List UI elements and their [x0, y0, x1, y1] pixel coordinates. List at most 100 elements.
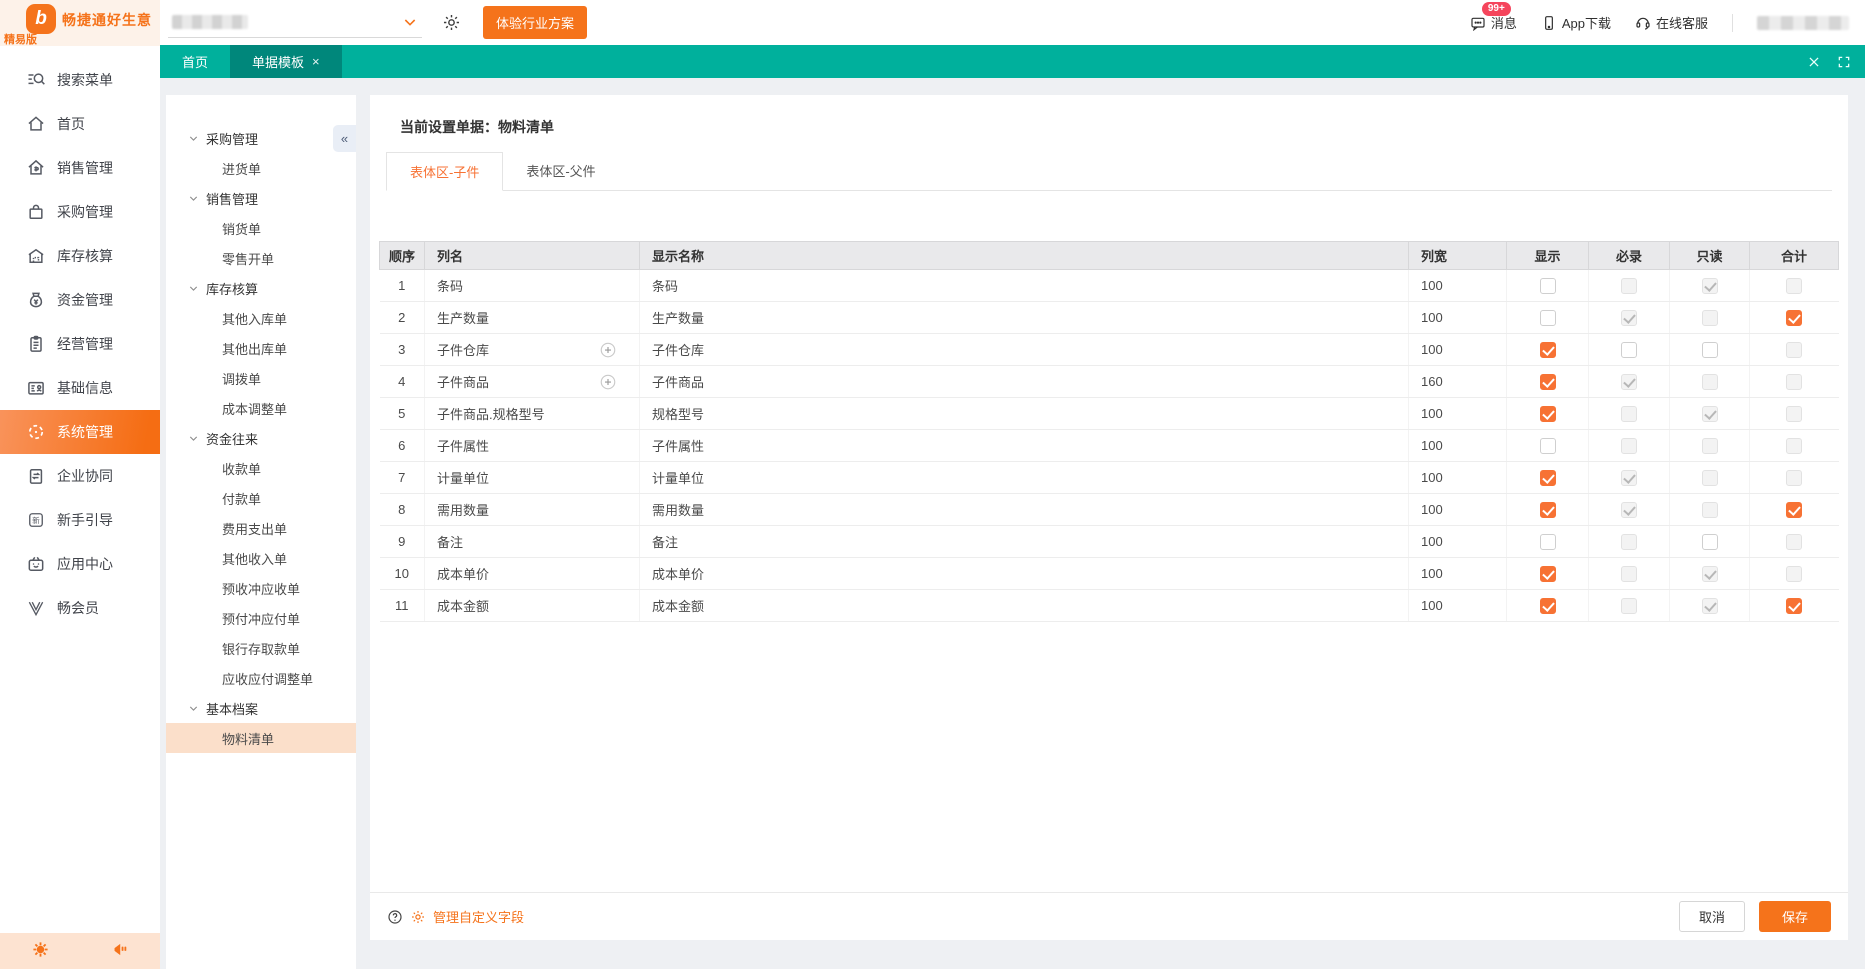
show-checkbox[interactable] — [1539, 597, 1556, 614]
expand-plus-icon[interactable] — [599, 341, 617, 359]
trial-plan-button[interactable]: 体验行业方案 — [483, 6, 588, 39]
messages-button[interactable]: 99+ 消息 — [1470, 2, 1517, 32]
required-checkbox[interactable] — [1621, 341, 1637, 358]
tree-item[interactable]: 银行存取款单 — [222, 641, 301, 657]
show-checkbox[interactable] — [1539, 309, 1556, 326]
sidebar-item-sales[interactable]: 销售管理 — [0, 146, 160, 190]
tree-item[interactable]: 其他出库单 — [222, 341, 288, 357]
readonly-cell — [1669, 365, 1750, 398]
tree-group[interactable]: 基本档案 — [166, 693, 356, 723]
manage-custom-fields-link[interactable]: 管理自定义字段 — [433, 910, 525, 925]
app-download-button[interactable]: App下载 — [1541, 13, 1611, 32]
readonly-checkbox[interactable] — [1701, 341, 1718, 358]
collapse-panel-button[interactable]: « — [333, 125, 356, 152]
announcement-mute-icon[interactable] — [111, 941, 128, 961]
tree-group[interactable]: 销售管理 — [166, 183, 356, 213]
sidebar-item-collab[interactable]: 企业协同 — [0, 454, 160, 498]
gear-icon[interactable] — [442, 13, 461, 32]
width-cell: 100 — [1408, 493, 1507, 526]
required-checkbox — [1621, 277, 1637, 294]
table-row: 2 生产数量 生产数量 100 — [379, 301, 1839, 334]
tree-item[interactable]: 其他收入单 — [222, 551, 288, 567]
total-checkbox[interactable] — [1786, 597, 1803, 614]
sidebar-item-search[interactable]: 搜索菜单 — [0, 58, 160, 102]
sidebar-item-appcenter[interactable]: 应用中心 — [0, 542, 160, 586]
global-search-input[interactable] — [168, 8, 422, 38]
sidebar: b 畅捷通好生意 精易版 搜索菜单 首页 销售管理 采购管理 库存核算 资金管理 经营管理基… — [0, 0, 160, 969]
readonly-checkbox[interactable] — [1701, 533, 1718, 550]
tree-group[interactable]: 库存核算 — [166, 273, 356, 303]
show-checkbox[interactable] — [1539, 565, 1556, 582]
expand-plus-icon[interactable] — [599, 373, 617, 391]
system-icon — [26, 422, 46, 442]
tab-document-template[interactable]: 单据模板 × — [230, 45, 342, 78]
sidebar-item-business[interactable]: 经营管理 — [0, 322, 160, 366]
column-name: 子件仓库 — [437, 343, 490, 358]
close-icon[interactable] — [1807, 55, 1821, 69]
tree-item[interactable]: 进货单 — [222, 161, 262, 177]
tab-home[interactable]: 首页 — [182, 55, 209, 70]
width-cell: 100 — [1408, 397, 1507, 430]
sidebar-item-baseinfo[interactable]: 基础信息 — [0, 366, 160, 410]
sidebar-item-funds[interactable]: 资金管理 — [0, 278, 160, 322]
tree-item[interactable]: 预收冲应收单 — [222, 581, 301, 597]
show-checkbox[interactable] — [1539, 341, 1556, 358]
search-icon — [26, 70, 46, 90]
tree-item[interactable]: 成本调整单 — [222, 401, 288, 417]
seq-cell: 8 — [379, 493, 425, 526]
tree-item[interactable]: 其他入库单 — [222, 311, 288, 327]
tree-item[interactable]: 零售开单 — [222, 251, 275, 267]
total-checkbox — [1786, 277, 1803, 294]
cancel-button[interactable]: 取消 — [1679, 901, 1745, 932]
readonly-checkbox — [1701, 469, 1718, 486]
show-cell — [1506, 269, 1589, 302]
required-checkbox — [1621, 533, 1637, 550]
total-checkbox[interactable] — [1786, 501, 1803, 518]
show-checkbox[interactable] — [1539, 533, 1556, 550]
tree-item[interactable]: 销货单 — [222, 221, 262, 237]
show-checkbox[interactable] — [1539, 277, 1556, 294]
show-checkbox[interactable] — [1539, 405, 1556, 422]
show-checkbox[interactable] — [1539, 373, 1556, 390]
tree-group[interactable]: 采购管理 — [166, 123, 356, 153]
tree-item[interactable]: 预付冲应付单 — [222, 611, 301, 627]
name-cell: 需用数量 — [424, 493, 640, 526]
tree-item[interactable]: 应收应付调整单 — [222, 671, 314, 687]
custom-fields-gear-icon[interactable] — [410, 909, 426, 925]
section-tab-0[interactable]: 表体区-子件 — [386, 152, 504, 191]
sidebar-item-system[interactable]: 系统管理 — [0, 410, 160, 454]
show-checkbox[interactable] — [1539, 437, 1556, 454]
tree-item[interactable]: 物料清单 — [166, 723, 356, 753]
sidebar-item-home[interactable]: 首页 — [0, 102, 160, 146]
guide-icon: 新 — [26, 510, 46, 530]
sidebar-item-label: 系统管理 — [57, 424, 113, 440]
show-checkbox[interactable] — [1539, 469, 1556, 486]
sidebar-item-guide[interactable]: 新 新手引导 — [0, 498, 160, 542]
current-doc-value: 物料清单 — [498, 119, 554, 135]
sidebar-item-member[interactable]: 畅会员 — [0, 586, 160, 630]
tree-item[interactable]: 调拨单 — [222, 371, 262, 387]
brand-edition-badge: 精易版 — [4, 34, 37, 46]
user-account-redacted[interactable] — [1757, 15, 1849, 30]
show-cell — [1506, 557, 1589, 590]
show-checkbox[interactable] — [1539, 501, 1556, 518]
width-cell: 100 — [1408, 333, 1507, 366]
tree-item[interactable]: 费用支出单 — [222, 521, 288, 537]
column-name: 需用数量 — [437, 503, 490, 518]
section-tab-1[interactable]: 表体区-父件 — [526, 164, 596, 179]
tree-item[interactable]: 付款单 — [222, 491, 262, 507]
settings-gear-icon[interactable] — [32, 941, 49, 961]
sidebar-item-inventory[interactable]: 库存核算 — [0, 234, 160, 278]
tree-group[interactable]: 资金往来 — [166, 423, 356, 453]
sidebar-item-purchase[interactable]: 采购管理 — [0, 190, 160, 234]
help-icon[interactable] — [387, 909, 403, 925]
online-service-button[interactable]: 在线客服 — [1635, 13, 1708, 32]
required-cell — [1588, 333, 1670, 366]
tree-item[interactable]: 收款单 — [222, 461, 262, 477]
fullscreen-icon[interactable] — [1837, 55, 1851, 69]
save-button[interactable]: 保存 — [1759, 901, 1831, 932]
close-tab-icon[interactable]: × — [312, 54, 320, 69]
total-checkbox[interactable] — [1786, 309, 1803, 326]
sidebar-menu: 搜索菜单 首页 销售管理 采购管理 库存核算 资金管理 经营管理 基础信息 系统管理 企业协同新新… — [0, 46, 160, 630]
chevron-down-icon[interactable] — [402, 14, 418, 30]
